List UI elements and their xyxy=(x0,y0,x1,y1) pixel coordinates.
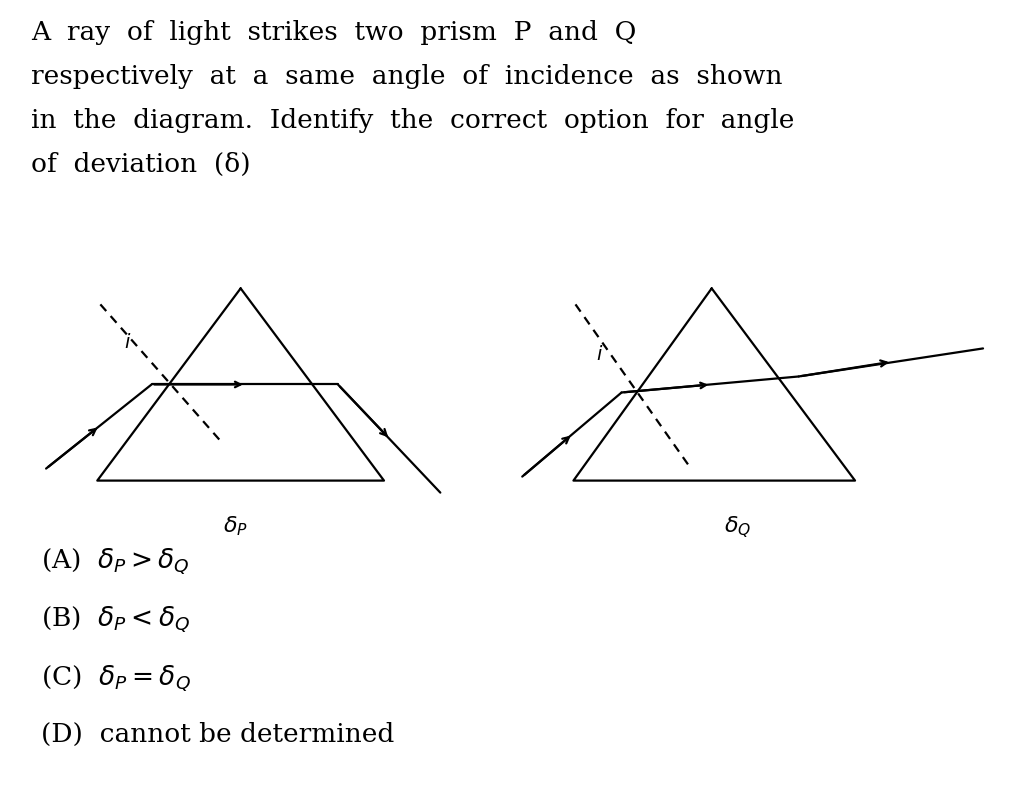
Text: (B)  $\delta_P < \delta_Q$: (B) $\delta_P < \delta_Q$ xyxy=(41,605,190,635)
Text: in  the  diagram.  Identify  the  correct  option  for  angle: in the diagram. Identify the correct opt… xyxy=(31,108,794,133)
Text: respectively  at  a  same  angle  of  incidence  as  shown: respectively at a same angle of incidenc… xyxy=(31,64,782,89)
Text: A  ray  of  light  strikes  two  prism  P  and  Q: A ray of light strikes two prism P and Q xyxy=(31,20,636,45)
Text: of  deviation  (δ): of deviation (δ) xyxy=(31,152,250,177)
Text: $i$: $i$ xyxy=(124,333,131,352)
Text: (D)  cannot be determined: (D) cannot be determined xyxy=(41,722,394,747)
Text: $\delta_P$: $\delta_P$ xyxy=(223,514,248,537)
Text: $\delta_Q$: $\delta_Q$ xyxy=(724,514,751,540)
Text: (A)  $\delta_P > \delta_Q$: (A) $\delta_P > \delta_Q$ xyxy=(41,546,189,577)
Text: (C)  $\delta_P = \delta_Q$: (C) $\delta_P = \delta_Q$ xyxy=(41,663,190,694)
Text: $i$: $i$ xyxy=(596,345,603,364)
